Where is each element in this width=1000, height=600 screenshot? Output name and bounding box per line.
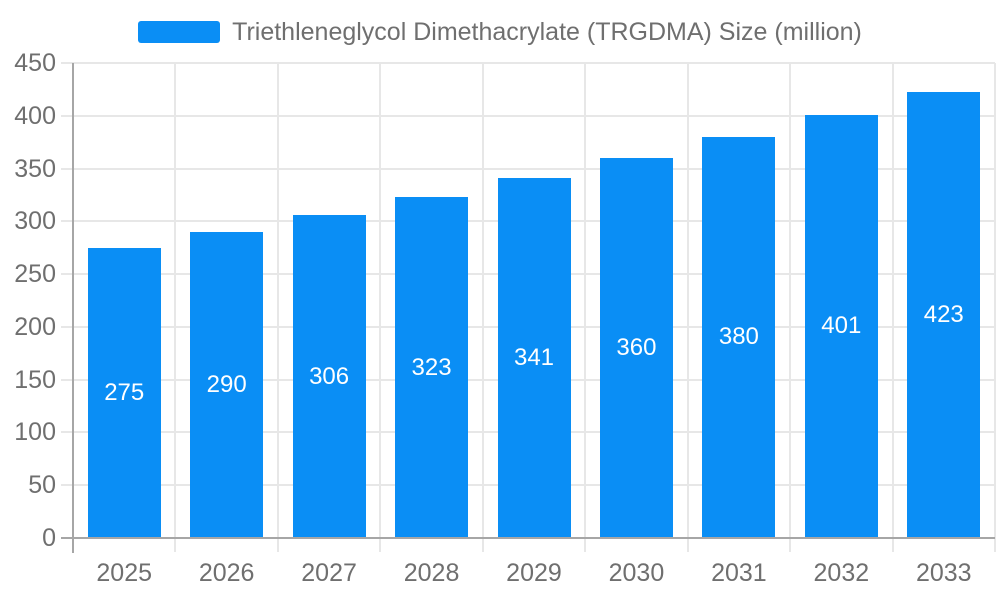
bar-value-label: 423 <box>923 300 964 328</box>
x-tick-label: 2032 <box>813 559 870 587</box>
x-tick-label: 2030 <box>608 559 665 587</box>
legend-item[interactable]: Triethleneglycol Dimethacrylate (TRGDMA)… <box>0 18 1000 46</box>
v-gridline <box>174 63 177 552</box>
v-gridline <box>379 63 382 552</box>
v-gridline <box>276 63 279 552</box>
x-tick-label: 2033 <box>915 559 972 587</box>
legend-swatch-icon <box>138 21 221 43</box>
v-gridline <box>994 63 996 552</box>
plot-area: 275 290 306 323 341 360 380 401 423 <box>61 62 996 553</box>
y-tick-label: 350 <box>14 154 56 183</box>
legend-label: Triethleneglycol Dimethacrylate (TRGDMA)… <box>232 17 862 46</box>
bar-value-label: 323 <box>411 353 452 381</box>
y-tick-label: 200 <box>14 312 56 341</box>
h-gridline <box>61 62 995 64</box>
v-gridline <box>891 63 894 552</box>
x-tick-label: 2028 <box>403 559 460 587</box>
bar-2033[interactable]: 423 <box>907 91 981 538</box>
h-gridline <box>61 167 995 170</box>
bar-value-label: 360 <box>616 334 657 361</box>
bar-2031[interactable]: 380 <box>702 136 776 538</box>
bar-2027[interactable]: 306 <box>292 215 366 538</box>
y-axis-labels: 0 50 100 150 200 250 300 350 400 450 <box>0 49 56 552</box>
y-tick-label: 150 <box>14 365 56 394</box>
y-tick-label: 450 <box>14 49 56 77</box>
y-tick-label: 400 <box>14 101 56 130</box>
v-gridline <box>686 63 689 552</box>
bar-value-label: 290 <box>206 370 247 398</box>
y-tick-label: 300 <box>14 207 56 236</box>
h-gridline <box>61 114 995 117</box>
y-tick-label: 50 <box>28 471 56 500</box>
v-gridline <box>481 63 484 552</box>
bar-value-label: 306 <box>309 362 350 390</box>
bar-value-label: 401 <box>821 312 862 340</box>
y-tick-label: 0 <box>42 524 56 552</box>
bar-2028[interactable]: 323 <box>395 197 469 538</box>
x-tick-label: 2031 <box>711 559 767 587</box>
bar-value-label: 275 <box>104 378 145 406</box>
y-axis-line <box>72 63 74 553</box>
v-gridline <box>789 63 792 552</box>
y-tick-label: 250 <box>14 260 56 289</box>
x-tick-label: 2027 <box>301 559 357 587</box>
bar-2029[interactable]: 341 <box>497 178 571 538</box>
x-tick-label: 2029 <box>506 559 562 587</box>
bar-value-label: 341 <box>513 344 555 372</box>
bar-value-label: 380 <box>718 323 759 351</box>
bar-2025[interactable]: 275 <box>87 247 161 538</box>
y-tick-label: 100 <box>14 418 56 447</box>
v-gridline <box>584 63 587 552</box>
x-axis-line <box>61 537 995 539</box>
bar-2026[interactable]: 290 <box>190 231 264 538</box>
x-tick-label: 2025 <box>96 559 153 587</box>
bar-2030[interactable]: 360 <box>599 158 673 538</box>
x-tick-label: 2026 <box>198 559 255 587</box>
bar-2032[interactable]: 401 <box>804 114 878 538</box>
x-axis-labels: 2025 2026 2027 2028 2029 2030 2031 2032 2033 <box>73 553 995 598</box>
